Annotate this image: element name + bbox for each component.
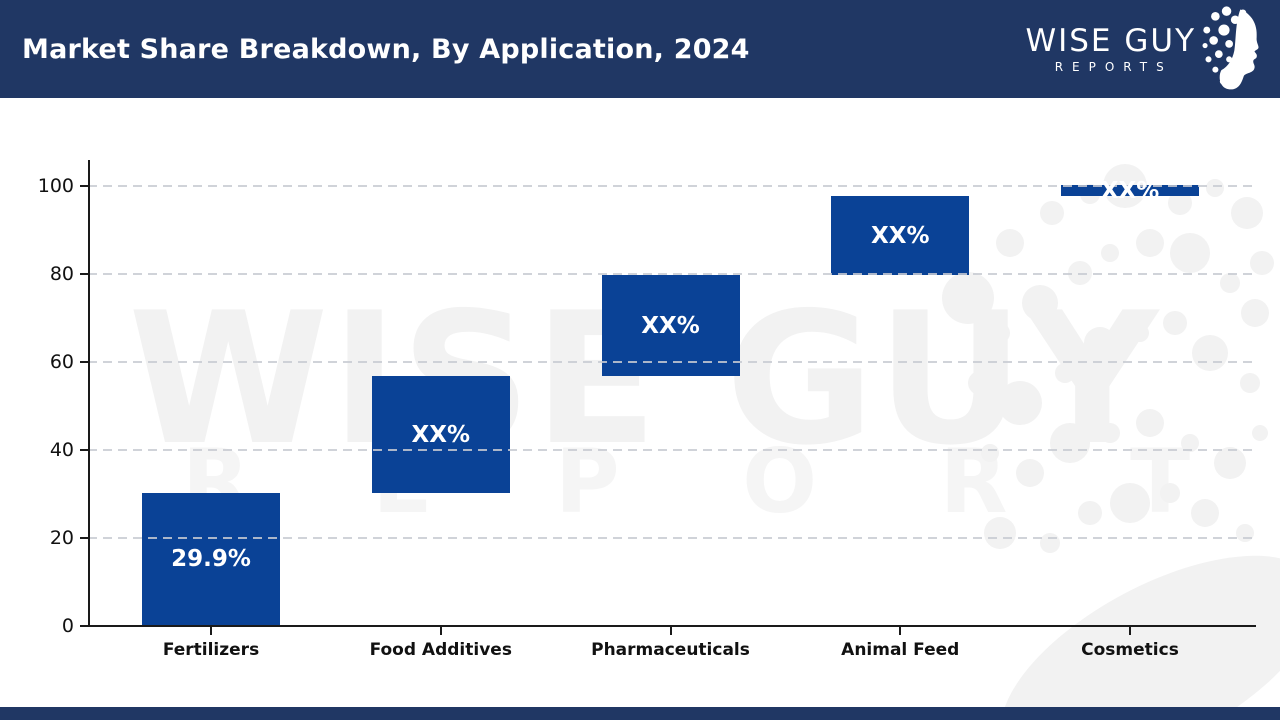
x-axis-line bbox=[88, 625, 1256, 627]
y-tick bbox=[80, 625, 88, 627]
chart-area: WISE GUY R E P O R T S bbox=[0, 98, 1280, 707]
bar-segment bbox=[831, 196, 970, 276]
logo-subtitle-text: REPORTS bbox=[1054, 59, 1173, 74]
y-tick-label: 60 bbox=[49, 351, 74, 373]
y-tick bbox=[80, 273, 88, 275]
header: Market Share Breakdown, By Application, … bbox=[0, 0, 1280, 98]
y-tick bbox=[80, 537, 88, 539]
gridline bbox=[88, 449, 1256, 451]
x-tick bbox=[669, 627, 672, 635]
bar-segment bbox=[142, 493, 280, 625]
x-axis-label: Fertilizers bbox=[162, 640, 260, 660]
x-tick bbox=[1129, 627, 1131, 635]
y-tick-label: 40 bbox=[49, 439, 74, 461]
logo-wordmark: WISE GUY REPORTS bbox=[1025, 22, 1196, 74]
x-tick bbox=[439, 627, 442, 635]
chart-title: Market Share Breakdown, By Application, … bbox=[22, 33, 750, 65]
x-axis-label: Pharmaceuticals bbox=[591, 640, 750, 660]
bar-value-label: XX% bbox=[641, 312, 700, 339]
x-tick bbox=[210, 627, 212, 635]
gridline bbox=[88, 361, 1256, 363]
y-tick-label: 80 bbox=[49, 263, 74, 285]
x-axis-label: Cosmetics bbox=[1081, 640, 1179, 660]
brand-logo: WISE GUY REPORTS bbox=[1025, 6, 1280, 92]
y-tick bbox=[80, 361, 88, 363]
y-tick bbox=[80, 185, 88, 187]
gridline bbox=[88, 273, 1256, 275]
bar-value-label: 29.9% bbox=[171, 546, 251, 573]
bar-value-label: XX% bbox=[870, 222, 930, 249]
y-tick-label: 20 bbox=[49, 527, 74, 549]
watermark-dots-icon bbox=[942, 164, 1280, 707]
bar-value-label: XX% bbox=[1100, 177, 1160, 204]
bar-segment bbox=[601, 275, 740, 376]
bar-segment bbox=[1061, 185, 1199, 196]
gridline bbox=[88, 537, 1256, 539]
bar-segment bbox=[371, 375, 510, 494]
x-axis-label: Animal Feed bbox=[841, 640, 960, 660]
x-axis-label: Food Additives bbox=[369, 640, 512, 660]
logo-head-icon bbox=[1202, 6, 1259, 90]
x-tick bbox=[899, 627, 902, 635]
y-axis-line bbox=[88, 160, 90, 627]
y-tick-label: 100 bbox=[37, 175, 74, 197]
y-tick-label: 0 bbox=[61, 615, 74, 637]
logo-wordmark-text: WISE GUY bbox=[1025, 22, 1196, 59]
bar-value-label: XX% bbox=[411, 421, 470, 448]
footer-bar bbox=[0, 707, 1280, 720]
y-tick bbox=[80, 449, 88, 451]
gridline bbox=[88, 185, 1256, 187]
